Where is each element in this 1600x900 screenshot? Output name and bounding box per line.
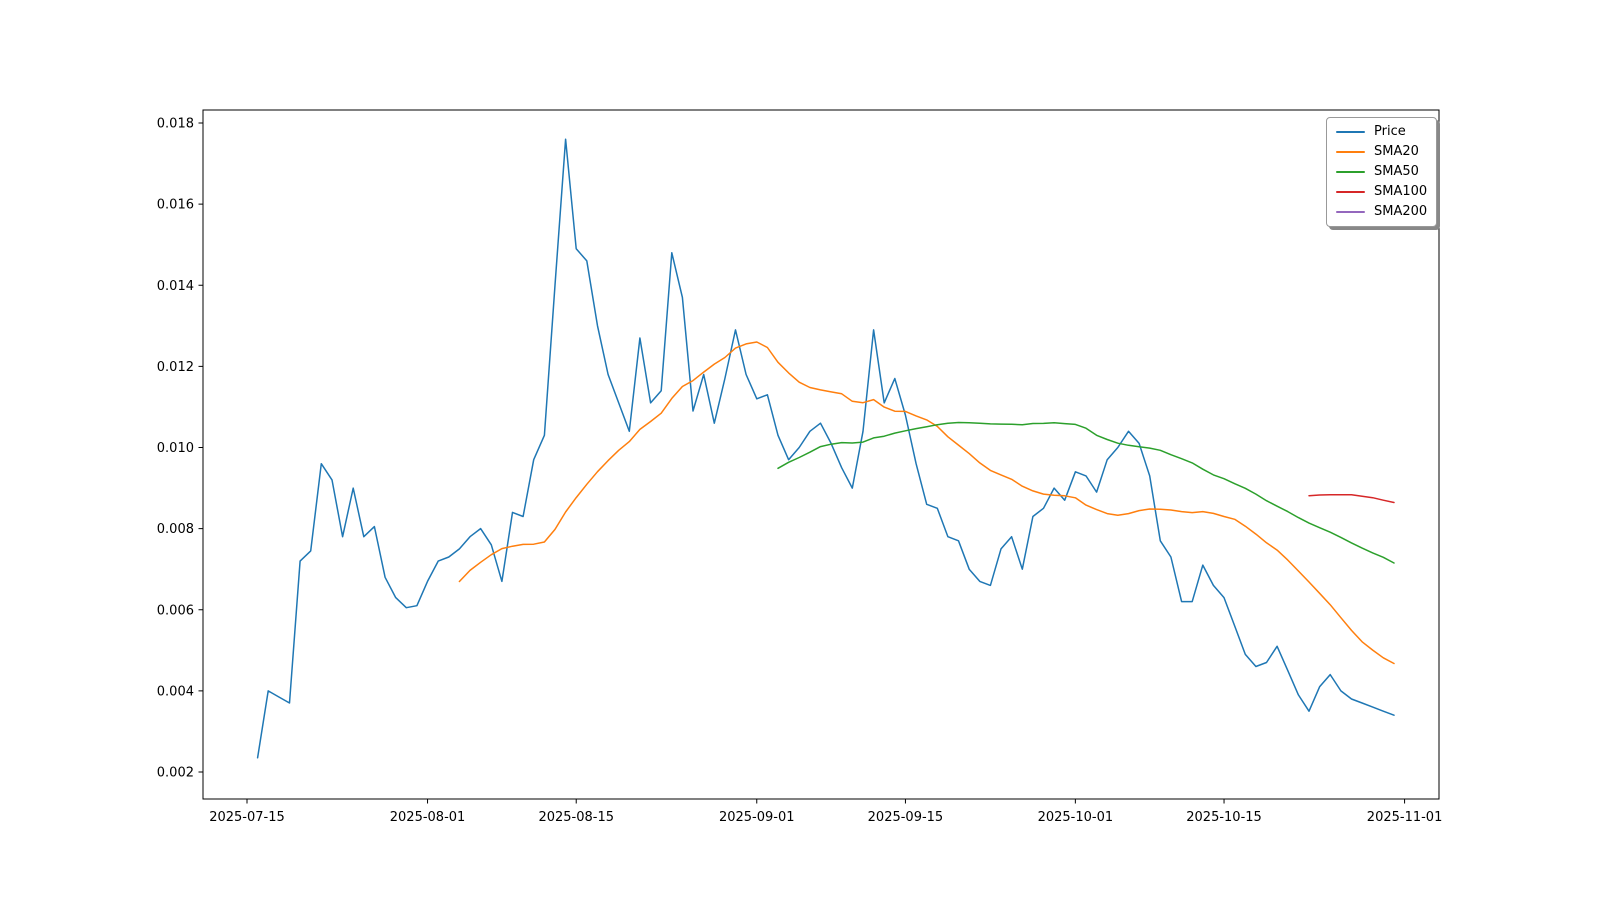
- x-tick-label: 2025-07-15: [209, 810, 285, 825]
- legend-item-price: Price: [1336, 125, 1427, 139]
- y-tick-label: 0.010: [157, 441, 194, 456]
- y-tick-label: 0.006: [157, 603, 194, 618]
- x-tick-label: 2025-10-01: [1038, 810, 1114, 825]
- legend-label-sma50: SMA50: [1374, 164, 1419, 179]
- legend-line-swatch-price: [1336, 131, 1365, 133]
- y-tick-label: 0.012: [157, 360, 194, 375]
- y-tick-label: 0.002: [157, 766, 194, 781]
- series-sma100-line: [1308, 493, 1395, 504]
- y-tick-label: 0.008: [157, 522, 194, 537]
- legend-item-sma100: SMA100: [1336, 185, 1427, 199]
- y-tick-label: 0.016: [157, 198, 194, 213]
- legend: Price SMA20 SMA50 SMA100 SMA200: [1326, 117, 1437, 227]
- legend-label-sma100: SMA100: [1374, 184, 1428, 199]
- plot-border: [202, 109, 1440, 800]
- x-tick-label: 2025-10-15: [1186, 810, 1262, 825]
- legend-item-sma200: SMA200: [1336, 205, 1427, 219]
- x-tick-label: 2025-09-15: [868, 810, 944, 825]
- legend-line-swatch-sma200: [1336, 211, 1365, 213]
- legend-label-price: Price: [1374, 124, 1406, 139]
- x-tick-label: 2025-08-15: [538, 810, 614, 825]
- series-sma50-line: [777, 421, 1395, 564]
- y-tick-label: 0.018: [157, 117, 194, 132]
- y-tick-label: 0.014: [157, 279, 194, 294]
- legend-line-swatch-sma100: [1336, 191, 1365, 193]
- series-sma20-line: [458, 341, 1395, 665]
- x-tick-label: 2025-09-01: [719, 810, 795, 825]
- x-tick-label: 2025-08-01: [390, 810, 466, 825]
- series-price-line: [256, 138, 1395, 759]
- x-tick-label: 2025-11-01: [1367, 810, 1443, 825]
- legend-line-swatch-sma50: [1336, 171, 1365, 173]
- legend-label-sma200: SMA200: [1374, 204, 1428, 219]
- y-tick-label: 0.004: [157, 684, 194, 699]
- legend-item-sma50: SMA50: [1336, 165, 1427, 179]
- legend-line-swatch-sma20: [1336, 151, 1365, 153]
- legend-label-sma20: SMA20: [1374, 144, 1419, 159]
- legend-item-sma20: SMA20: [1336, 145, 1427, 159]
